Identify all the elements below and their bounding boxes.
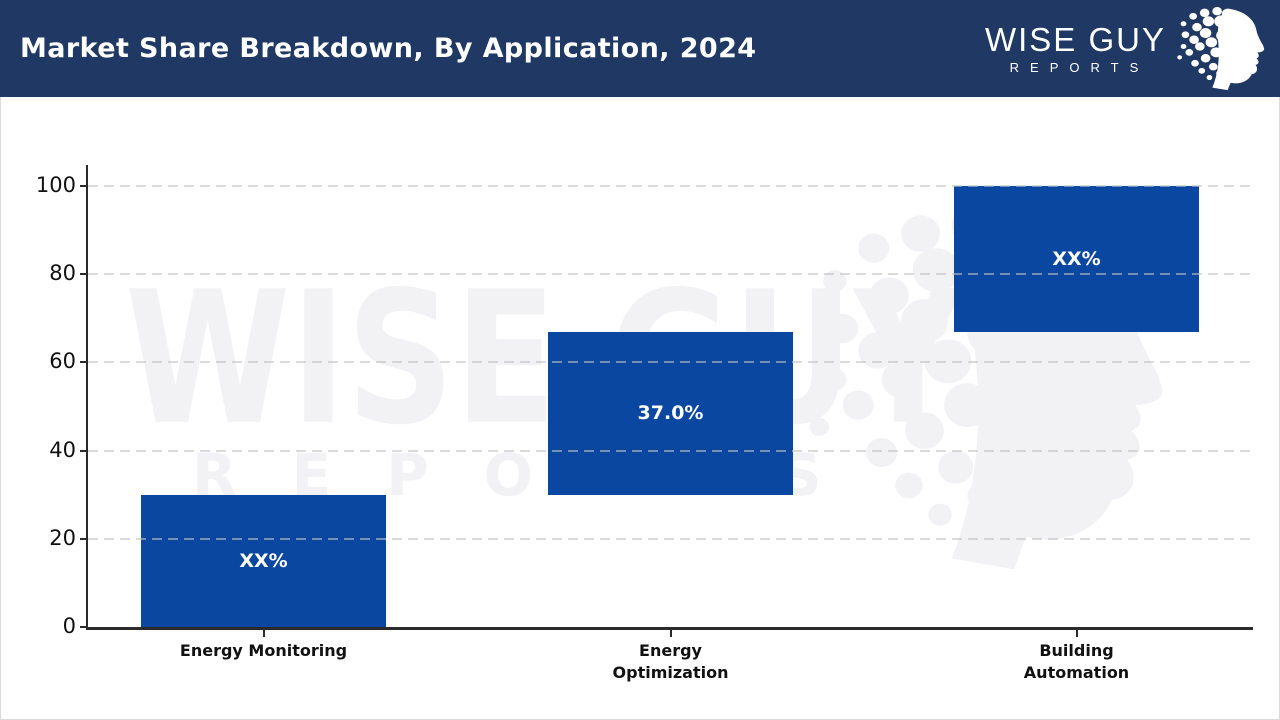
- x-tick-energy-monitoring: [262, 630, 265, 637]
- bar-energy-monitoring: XX%: [141, 494, 386, 627]
- bar-value-label: 37.0%: [637, 402, 704, 425]
- bar-value-label: XX%: [239, 549, 288, 572]
- header-bar: Market Share Breakdown, By Application, …: [0, 0, 1280, 97]
- logo-text: WISE GUY REPORTS: [985, 23, 1166, 74]
- bar-energy-optimization: 37.0%: [548, 331, 793, 495]
- gridline-100: [88, 185, 1253, 187]
- bar-value-label: XX%: [1052, 247, 1101, 270]
- logo-wordmark: WISE GUY: [984, 21, 1166, 58]
- logo-head-profile-icon: [1177, 6, 1265, 90]
- y-tick-label-40: 40: [49, 437, 76, 462]
- x-category-label-building-automation: Building Automation: [1023, 641, 1130, 682]
- x-tick-energy-optimization: [669, 630, 672, 637]
- y-axis-line: [86, 165, 88, 629]
- y-tick-80: [80, 273, 88, 276]
- gridline-20: [88, 537, 1253, 540]
- logo-subtitle: REPORTS: [1009, 60, 1150, 75]
- x-axis-line: [86, 627, 1253, 630]
- x-category-label-energy-optimization: Energy Optimization: [612, 641, 729, 682]
- y-tick-label-60: 60: [49, 349, 76, 374]
- x-category-label-energy-monitoring: Energy Monitoring: [179, 641, 348, 660]
- gridline-60: [88, 361, 1253, 364]
- y-tick-40: [80, 449, 88, 452]
- y-tick-label-100: 100: [35, 173, 76, 197]
- y-tick-100: [80, 185, 88, 187]
- y-tick-label-20: 20: [49, 525, 76, 550]
- y-tick-label-0: 0: [62, 614, 76, 638]
- gridline-80: [88, 273, 1253, 276]
- y-tick-label-80: 80: [49, 261, 76, 286]
- y-tick-20: [80, 537, 88, 540]
- wise-guy-logo: WISE GUY REPORTS: [985, 6, 1268, 91]
- page-title: Market Share Breakdown, By Application, …: [20, 33, 757, 64]
- gridline-40: [88, 449, 1253, 452]
- x-tick-building-automation: [1075, 630, 1078, 637]
- bar-building-automation: XX%: [954, 186, 1199, 332]
- y-tick-0: [80, 626, 88, 628]
- y-tick-60: [80, 361, 88, 364]
